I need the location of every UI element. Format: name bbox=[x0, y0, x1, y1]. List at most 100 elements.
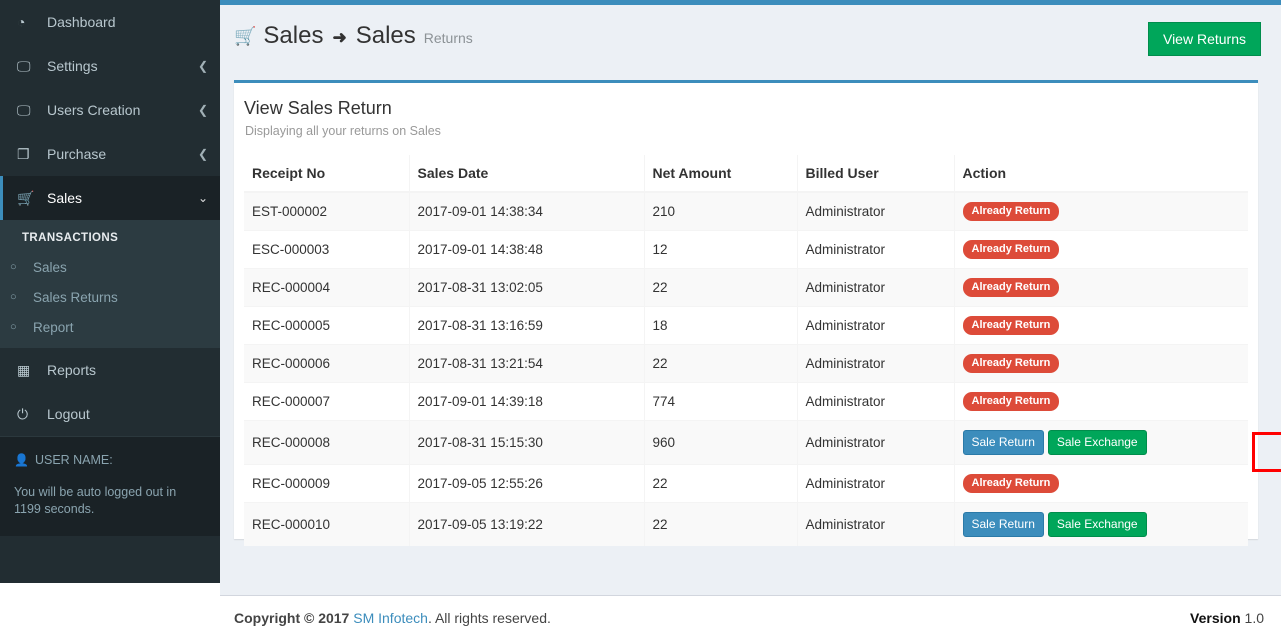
sidebar-nav-secondary: ▦ Reports ⏻ Logout bbox=[0, 348, 220, 436]
auto-logout-timer: You will be auto logged out in 1199 seco… bbox=[14, 485, 177, 516]
receipt-no-cell: REC-000004 bbox=[244, 268, 410, 307]
sale-return-button[interactable]: Sale Return bbox=[962, 430, 1044, 455]
sidebar-item-label: Purchase bbox=[47, 146, 107, 162]
page-subtitle: Returns bbox=[423, 30, 473, 46]
content-area: 🛒 Sales ➜ Sales Returns View Returns Vie… bbox=[220, 0, 1281, 595]
sidebar-item-label: Reports bbox=[47, 362, 97, 378]
table-header-row: Receipt No Sales Date Net Amount Billed Use… bbox=[244, 155, 1248, 193]
copyright-text: Copyright © 2017 SM Infotech. All rights… bbox=[234, 610, 551, 626]
submenu-item-label: Sales Returns bbox=[33, 289, 118, 305]
chevron-left-icon: ❮ bbox=[197, 59, 208, 73]
chevron-left-icon: ❮ bbox=[197, 147, 208, 161]
column-header-sales-date: Sales Date bbox=[409, 155, 645, 193]
already-return-badge: Already Return bbox=[962, 278, 1060, 297]
sidebar-nav: ◔ Dashboard 🖵 Settings ❮ 🖵 Users Creation ❮ ❐ Pur… bbox=[0, 0, 220, 220]
sidebar-item-logout[interactable]: ⏻ Logout bbox=[0, 392, 220, 436]
company-link[interactable]: SM Infotech bbox=[353, 609, 428, 626]
billed-user-cell: Administrator bbox=[797, 344, 955, 383]
page-title: 🛒 Sales ➜ Sales Returns bbox=[234, 22, 473, 50]
net-amount-cell: 12 bbox=[644, 230, 798, 269]
action-cell: Already Return bbox=[954, 464, 1248, 503]
net-amount-cell: 18 bbox=[644, 306, 798, 345]
sales-date-cell: 2017-08-31 13:21:54 bbox=[409, 344, 645, 383]
billed-user-cell: Administrator bbox=[797, 420, 955, 465]
submenu-header: TRANSACTIONS bbox=[22, 232, 119, 244]
net-amount-cell: 22 bbox=[644, 464, 798, 503]
net-amount-cell: 22 bbox=[644, 502, 798, 546]
already-return-badge: Already Return bbox=[962, 354, 1060, 373]
sales-return-panel: View Sales Return Displaying all your re… bbox=[234, 80, 1258, 546]
sale-exchange-button[interactable]: Sale Exchange bbox=[1047, 512, 1147, 537]
net-amount-cell: 22 bbox=[644, 344, 798, 383]
receipt-no-cell: REC-000007 bbox=[244, 382, 410, 421]
action-cell: Sale Return Sale Exchange bbox=[954, 420, 1248, 465]
table-row: REC-000010 2017-09-05 13:19:22 22 Administr… bbox=[244, 502, 1248, 546]
sidebar-item-dashboard[interactable]: ◔ Dashboard bbox=[0, 0, 220, 44]
user-name-row: 👤 USER NAME: bbox=[14, 453, 206, 467]
action-cell: Already Return bbox=[954, 382, 1248, 421]
billed-user-cell: Administrator bbox=[797, 382, 955, 421]
billed-user-cell: Administrator bbox=[797, 502, 955, 546]
circle-o-icon: ○ bbox=[10, 291, 17, 303]
chevron-left-icon: ❮ bbox=[197, 103, 208, 117]
submenu-item-label: Sales bbox=[33, 259, 67, 275]
net-amount-cell: 210 bbox=[644, 191, 798, 231]
page-title-second: Sales bbox=[355, 22, 416, 49]
sales-date-cell: 2017-09-01 14:38:34 bbox=[409, 191, 645, 231]
page-header: 🛒 Sales ➜ Sales Returns View Returns bbox=[220, 5, 1281, 80]
already-return-badge: Already Return bbox=[962, 392, 1060, 411]
table-row: REC-000007 2017-09-01 14:39:18 774 Administ… bbox=[244, 382, 1248, 421]
sidebar-bottom-spacer bbox=[0, 583, 220, 639]
receipt-no-cell: REC-000008 bbox=[244, 420, 410, 465]
shopping-cart-icon: 🛒 bbox=[234, 26, 257, 46]
table-row: REC-000004 2017-08-31 13:02:05 22 Administr… bbox=[244, 268, 1248, 307]
dashboard-icon: ◔ bbox=[17, 14, 26, 30]
sales-returns-table: Receipt No Sales Date Net Amount Billed Use… bbox=[244, 155, 1248, 546]
laptop-icon: 🖵 bbox=[17, 57, 31, 74]
sale-return-button[interactable]: Sale Return bbox=[962, 512, 1044, 537]
submenu-item-report[interactable]: ○ Report bbox=[0, 312, 220, 342]
view-returns-button[interactable]: View Returns bbox=[1147, 22, 1261, 56]
already-return-badge: Already Return bbox=[962, 474, 1060, 493]
sidebar-item-label: Users Creation bbox=[47, 102, 141, 118]
arrow-right-icon: ➜ bbox=[332, 28, 347, 47]
sidebar-item-sales[interactable]: 🛒 Sales ⌄ bbox=[0, 176, 220, 220]
sales-date-cell: 2017-09-05 12:55:26 bbox=[409, 464, 645, 503]
action-cell: Already Return bbox=[954, 268, 1248, 307]
version-label: Version bbox=[1190, 609, 1241, 626]
page-title-main: Sales bbox=[263, 22, 324, 49]
sales-date-cell: 2017-09-01 14:38:48 bbox=[409, 230, 645, 269]
already-return-badge: Already Return bbox=[962, 316, 1060, 335]
sales-date-cell: 2017-08-31 15:15:30 bbox=[409, 420, 645, 465]
page-footer: Copyright © 2017 SM Infotech. All rights… bbox=[220, 595, 1281, 639]
sidebar-submenu: TRANSACTIONS ○ Sales ○ Sales Returns ○ Report bbox=[0, 220, 220, 348]
sale-exchange-button[interactable]: Sale Exchange bbox=[1047, 430, 1147, 455]
net-amount-cell: 22 bbox=[644, 268, 798, 307]
submenu-list: ○ Sales ○ Sales Returns ○ Report bbox=[0, 252, 220, 342]
table-row: REC-000008 2017-08-31 15:15:30 960 Administ… bbox=[244, 420, 1248, 465]
sales-date-cell: 2017-08-31 13:16:59 bbox=[409, 306, 645, 345]
sidebar-item-settings[interactable]: 🖵 Settings ❮ bbox=[0, 44, 220, 88]
submenu-item-sales-returns[interactable]: ○ Sales Returns bbox=[0, 282, 220, 312]
already-return-badge: Already Return bbox=[962, 202, 1060, 221]
table-row: REC-000009 2017-09-05 12:55:26 22 Administr… bbox=[244, 464, 1248, 503]
action-cell: Sale Return Sale Exchange bbox=[954, 502, 1248, 546]
sidebar-item-reports[interactable]: ▦ Reports bbox=[0, 348, 220, 392]
table-body: EST-000002 2017-09-01 14:38:34 210 Administ… bbox=[244, 191, 1248, 546]
submenu-item-label: Report bbox=[33, 319, 74, 335]
table-row: EST-000002 2017-09-01 14:38:34 210 Administ… bbox=[244, 191, 1248, 231]
receipt-no-cell: EST-000002 bbox=[244, 191, 410, 231]
net-amount-cell: 774 bbox=[644, 382, 798, 421]
table-icon: ▦ bbox=[17, 361, 31, 378]
chevron-down-icon: ⌄ bbox=[197, 191, 208, 205]
sidebar-item-users-creation[interactable]: 🖵 Users Creation ❮ bbox=[0, 88, 220, 132]
net-amount-cell: 960 bbox=[644, 420, 798, 465]
column-header-net-amount: Net Amount bbox=[644, 155, 798, 193]
column-header-action: Action bbox=[954, 155, 1248, 193]
sidebar-item-purchase[interactable]: ❐ Purchase ❮ bbox=[0, 132, 220, 176]
receipt-no-cell: ESC-000003 bbox=[244, 230, 410, 269]
submenu-item-sales[interactable]: ○ Sales bbox=[0, 252, 220, 282]
already-return-badge: Already Return bbox=[962, 240, 1060, 259]
column-header-receipt-no: Receipt No bbox=[244, 155, 410, 193]
sidebar-item-label: Logout bbox=[47, 406, 90, 422]
